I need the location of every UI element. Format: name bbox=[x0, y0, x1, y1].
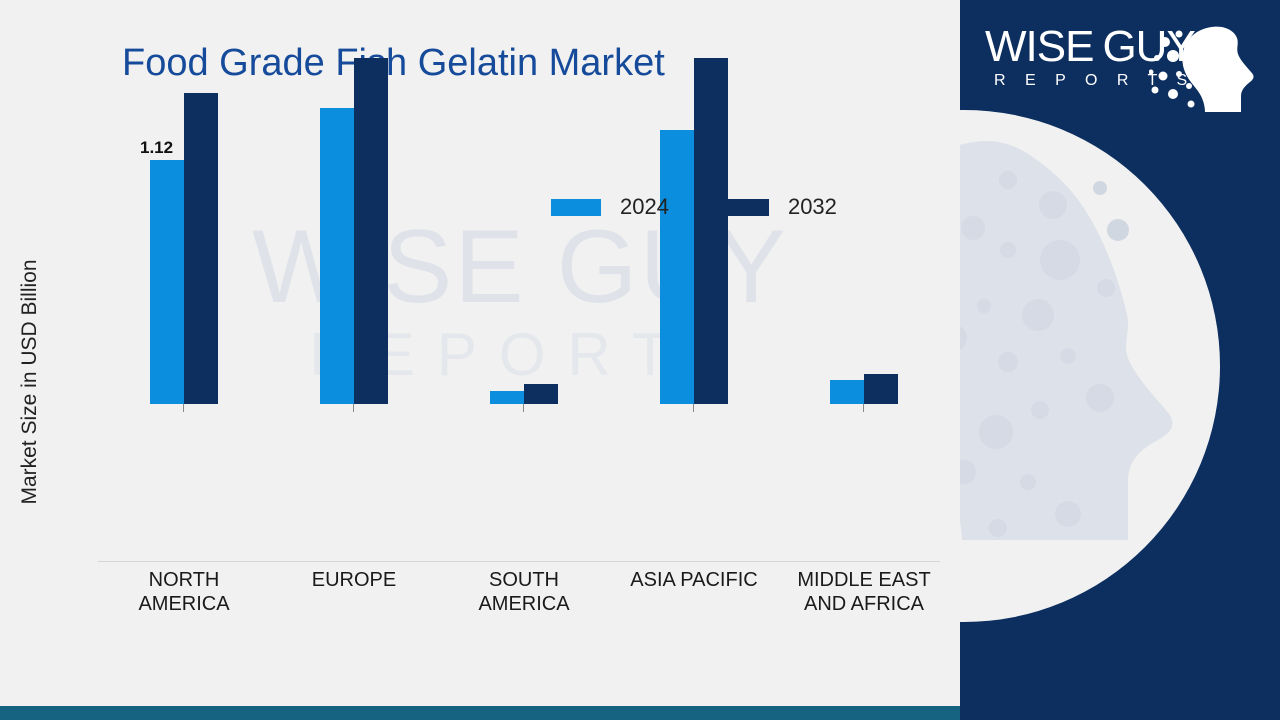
bar-group bbox=[490, 384, 558, 412]
logo-subtitle: R E P O R T S bbox=[994, 72, 1195, 89]
bottom-accent-strip bbox=[0, 706, 960, 720]
logo-wordmark: WISE GUY bbox=[985, 24, 1253, 70]
bar-2024[interactable] bbox=[150, 160, 184, 404]
legend-label-2032: 2032 bbox=[787, 194, 837, 219]
dot-pattern-decoration bbox=[960, 110, 1220, 622]
bar-group bbox=[660, 58, 728, 412]
wiseguy-reports-logo: WISE GUY R E P O R T S bbox=[985, 24, 1254, 116]
legend-item-2032[interactable]: 2032 bbox=[718, 194, 887, 220]
bar-2024[interactable] bbox=[660, 130, 694, 404]
axis-tick bbox=[863, 404, 864, 412]
logo-word-wise: WISE bbox=[985, 22, 1094, 71]
legend-swatch-2032 bbox=[718, 198, 769, 216]
category-label: EUROPE bbox=[311, 569, 397, 591]
brand-panel bbox=[960, 0, 1280, 720]
bar-group bbox=[830, 374, 898, 412]
axis-tick bbox=[693, 404, 694, 412]
legend-label-2024: 2024 bbox=[620, 194, 669, 219]
bar-group: 1.12 bbox=[140, 93, 218, 412]
bar-2024[interactable] bbox=[830, 380, 864, 404]
legend-item-2024[interactable]: 2024 bbox=[551, 194, 719, 220]
category-label: ASIA PACIFIC bbox=[630, 569, 758, 591]
bar-2032[interactable] bbox=[694, 58, 728, 404]
logo-face-icon bbox=[1149, 24, 1259, 116]
x-axis-line bbox=[98, 561, 940, 562]
bar-2032[interactable] bbox=[184, 93, 218, 404]
bar-group bbox=[320, 58, 388, 412]
bar-chart: Market Size in USD Billion 2024 2032 1.1… bbox=[18, 58, 940, 615]
axis-tick bbox=[353, 404, 354, 412]
bar-2024[interactable] bbox=[490, 391, 524, 404]
chart-legend: 2024 2032 bbox=[551, 194, 887, 220]
category-label: NORTH AMERICA bbox=[138, 569, 230, 615]
legend-swatch-2024 bbox=[551, 198, 601, 216]
axis-tick bbox=[523, 404, 524, 412]
bar-2032[interactable] bbox=[864, 374, 898, 404]
category-label: SOUTH AMERICA bbox=[478, 569, 570, 615]
bar-2024[interactable] bbox=[320, 108, 354, 404]
bar-2032[interactable] bbox=[524, 384, 558, 404]
category-label: MIDDLE EAST AND AFRICA bbox=[797, 569, 931, 615]
bar-2032[interactable] bbox=[354, 58, 388, 404]
axis-tick bbox=[183, 404, 184, 412]
page-title: Food Grade Fish Gelatin Market bbox=[122, 42, 665, 84]
plot-area: 1.12 bbox=[98, 58, 940, 562]
bar-value-label: 1.12 bbox=[140, 138, 174, 157]
